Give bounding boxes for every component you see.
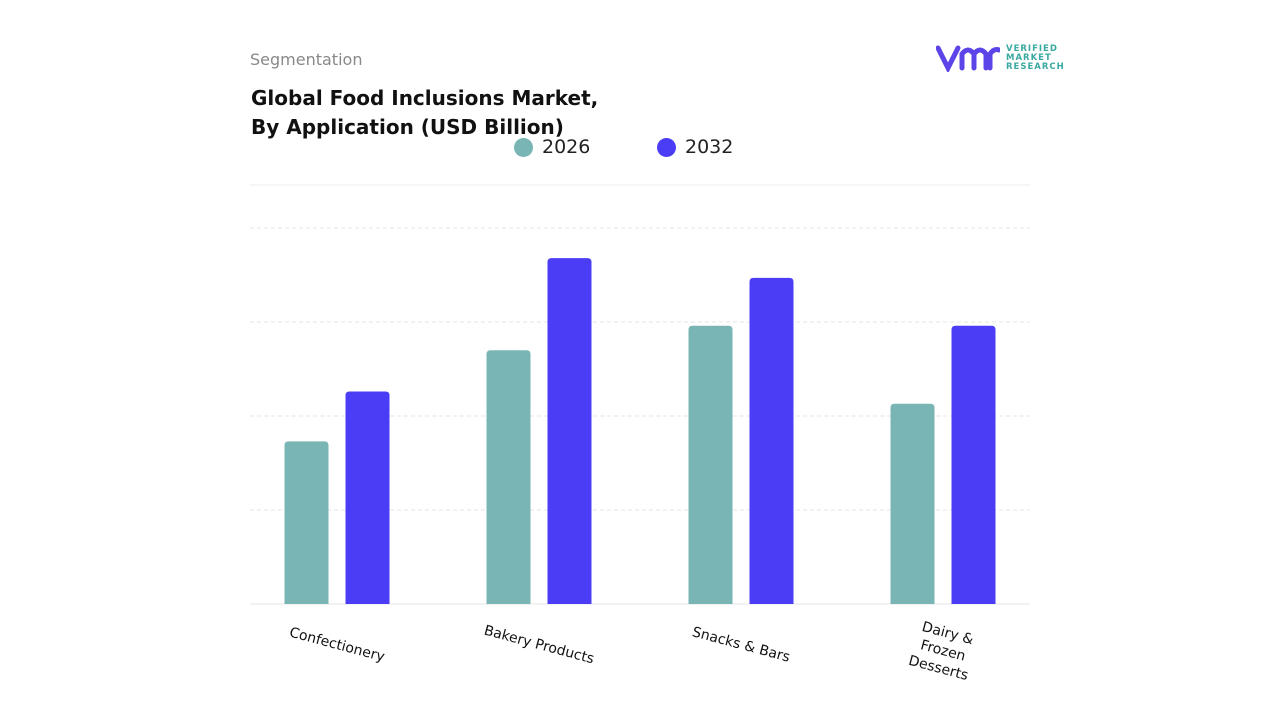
chart-subtitle: By Application (USD Billion) bbox=[251, 115, 564, 139]
chart-title: Global Food Inclusions Market, bbox=[251, 86, 599, 110]
logo-mark bbox=[936, 45, 1000, 72]
bar bbox=[547, 258, 592, 604]
bar bbox=[284, 441, 329, 604]
bar bbox=[749, 277, 794, 604]
legend-item: 2026 bbox=[514, 136, 590, 158]
legend-label: 2032 bbox=[685, 136, 734, 158]
legend-label: 2026 bbox=[542, 136, 591, 158]
legend-item: 2032 bbox=[657, 136, 733, 158]
logo-text: MARKET bbox=[1006, 52, 1052, 63]
logo-text: RESEARCH bbox=[1006, 61, 1065, 72]
chart-title-block: Global Food Inclusions Market, By Applic… bbox=[251, 84, 598, 142]
legend-swatch bbox=[514, 137, 533, 157]
bar bbox=[688, 325, 733, 604]
legend-swatch bbox=[657, 137, 676, 157]
logo: VERIFIED MARKET RESEARCH bbox=[936, 44, 1065, 72]
bar bbox=[951, 325, 996, 604]
section-label: Segmentation bbox=[250, 50, 363, 69]
logo-text: VERIFIED bbox=[1006, 43, 1058, 54]
bar bbox=[890, 403, 935, 604]
bar bbox=[486, 350, 531, 604]
bar bbox=[345, 391, 390, 604]
